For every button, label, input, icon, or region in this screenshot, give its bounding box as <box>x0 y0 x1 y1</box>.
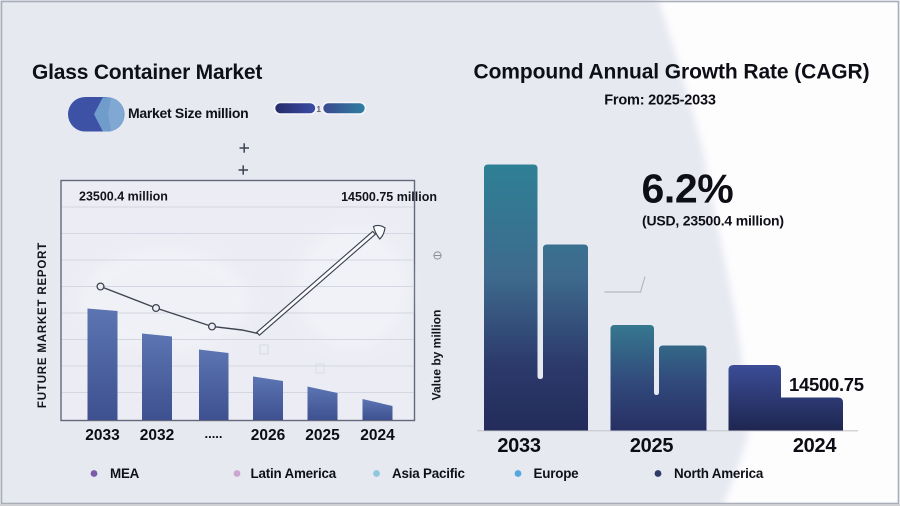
svg-text:14500.75: 14500.75 <box>789 374 864 395</box>
svg-text:6.2%: 6.2% <box>642 166 734 212</box>
svg-text:2024: 2024 <box>360 427 395 444</box>
svg-text:From: 2025-2033: From: 2025-2033 <box>604 93 716 109</box>
svg-text:2025: 2025 <box>630 435 673 457</box>
svg-text:2026: 2026 <box>251 427 286 444</box>
svg-text:2033: 2033 <box>85 427 120 444</box>
svg-text:Asia Pacific: Asia Pacific <box>392 466 466 481</box>
svg-text:Latin America: Latin America <box>251 466 337 481</box>
svg-text:Europe: Europe <box>534 466 579 481</box>
svg-text:23500.4 million: 23500.4 million <box>79 190 168 204</box>
svg-text:Compound Annual Growth Rate (C: Compound Annual Growth Rate (CAGR) <box>474 61 870 84</box>
svg-text:(USD, 23500.4 million): (USD, 23500.4 million) <box>642 213 784 229</box>
svg-text:North America: North America <box>674 466 764 481</box>
svg-text:Glass Container Market: Glass Container Market <box>32 61 262 84</box>
svg-text:2024: 2024 <box>793 435 837 457</box>
svg-text:Value by million: Value by million <box>430 310 444 401</box>
svg-text:.....: ..... <box>204 426 222 441</box>
svg-text:2032: 2032 <box>140 427 174 444</box>
svg-text:MEA: MEA <box>110 466 140 481</box>
svg-text:FUTURE MARKET REPORT: FUTURE MARKET REPORT <box>37 242 49 408</box>
svg-text:2025: 2025 <box>305 427 340 444</box>
svg-text:14500.75 million: 14500.75 million <box>341 190 437 204</box>
svg-text:1: 1 <box>316 105 321 114</box>
svg-text:Market Size million: Market Size million <box>128 105 248 121</box>
svg-text:2033: 2033 <box>497 435 540 457</box>
